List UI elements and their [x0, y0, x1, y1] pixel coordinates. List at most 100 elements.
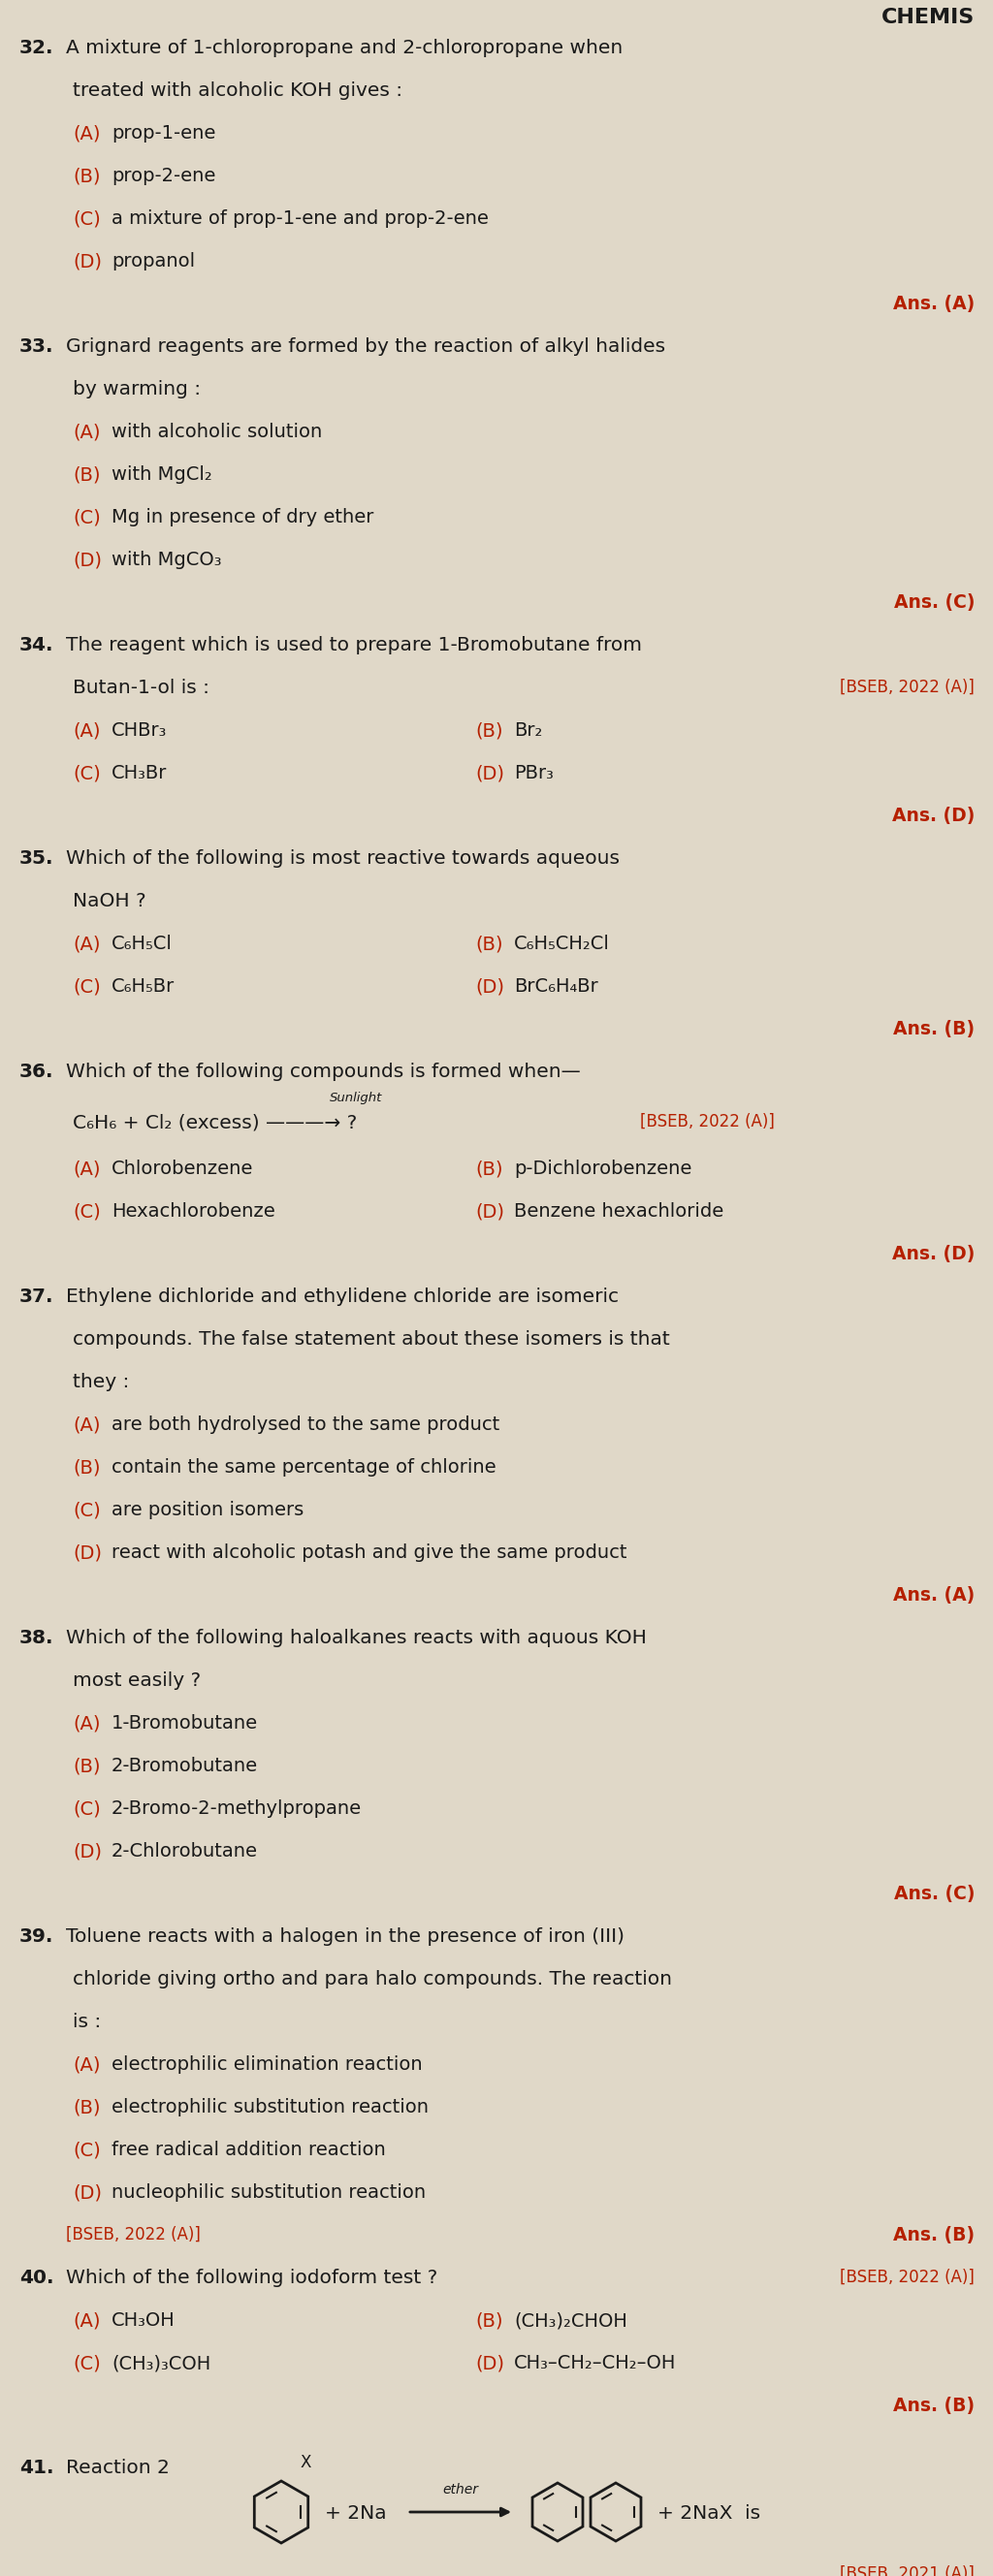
Text: CHBr₃: CHBr₃ [111, 721, 167, 739]
Text: Hexachlorobenze: Hexachlorobenze [111, 1203, 275, 1221]
Text: (A): (A) [72, 422, 100, 440]
Text: (D): (D) [476, 976, 504, 997]
Text: Ans. (C): Ans. (C) [894, 1886, 974, 1904]
Text: (C): (C) [72, 1203, 100, 1221]
Text: are both hydrolysed to the same product: are both hydrolysed to the same product [111, 1414, 499, 1435]
Text: (CH₃)₃COH: (CH₃)₃COH [111, 2354, 211, 2372]
Text: (A): (A) [72, 721, 100, 739]
Text: BrC₆H₄Br: BrC₆H₄Br [514, 976, 598, 997]
Text: (C): (C) [72, 765, 100, 783]
Text: C₆H₅Br: C₆H₅Br [111, 976, 175, 997]
Text: are position isomers: are position isomers [111, 1502, 304, 1520]
Text: A mixture of 1-chloropropane and 2-chloropropane when: A mixture of 1-chloropropane and 2-chlor… [66, 39, 623, 57]
Text: Chlorobenzene: Chlorobenzene [111, 1159, 253, 1177]
Text: (C): (C) [72, 1502, 100, 1520]
Text: 35.: 35. [20, 850, 54, 868]
Text: CH₃Br: CH₃Br [111, 765, 167, 783]
Text: Ans. (A): Ans. (A) [893, 1587, 974, 1605]
Text: Ans. (C): Ans. (C) [894, 592, 974, 611]
Text: (B): (B) [72, 1757, 100, 1775]
Text: Which of the following is most reactive towards aqueous: Which of the following is most reactive … [66, 850, 620, 868]
Text: 37.: 37. [20, 1288, 54, 1306]
Text: 36.: 36. [20, 1061, 54, 1082]
Text: [BSEB, 2022 (A)]: [BSEB, 2022 (A)] [640, 1113, 775, 1131]
Text: they :: they : [72, 1373, 129, 1391]
Text: (A): (A) [72, 2056, 100, 2074]
Text: (A): (A) [72, 1713, 100, 1734]
Text: prop-1-ene: prop-1-ene [111, 124, 215, 142]
Text: Which of the following haloalkanes reacts with aquous KOH: Which of the following haloalkanes react… [66, 1628, 646, 1646]
Text: Ethylene dichloride and ethylidene chloride are isomeric: Ethylene dichloride and ethylidene chlor… [66, 1288, 619, 1306]
Text: ether: ether [443, 2483, 479, 2496]
Text: CH₃–CH₂–CH₂–OH: CH₃–CH₂–CH₂–OH [514, 2354, 676, 2372]
Text: Butan-1-ol is :: Butan-1-ol is : [72, 677, 210, 698]
Text: nucleophilic substitution reaction: nucleophilic substitution reaction [111, 2184, 426, 2202]
Text: Ans. (B): Ans. (B) [893, 1020, 974, 1038]
Text: a mixture of prop-1-ene and prop-2-ene: a mixture of prop-1-ene and prop-2-ene [111, 209, 489, 227]
Text: Ans. (A): Ans. (A) [893, 294, 974, 314]
Text: C₆H₆ + Cl₂ (excess) ———→ ?: C₆H₆ + Cl₂ (excess) ———→ ? [72, 1113, 357, 1131]
Text: 2-Chlorobutane: 2-Chlorobutane [111, 1842, 258, 1860]
Text: C₆H₅CH₂Cl: C₆H₅CH₂Cl [514, 935, 610, 953]
Text: treated with alcoholic KOH gives :: treated with alcoholic KOH gives : [72, 82, 402, 100]
Text: (D): (D) [476, 2354, 504, 2372]
Text: contain the same percentage of chlorine: contain the same percentage of chlorine [111, 1458, 496, 1476]
Text: (B): (B) [72, 1458, 100, 1476]
Text: electrophilic elimination reaction: electrophilic elimination reaction [111, 2056, 422, 2074]
Text: prop-2-ene: prop-2-ene [111, 167, 215, 185]
Text: Ans. (B): Ans. (B) [893, 2226, 974, 2244]
Text: (C): (C) [72, 209, 100, 227]
Text: propanol: propanol [111, 252, 195, 270]
Text: CHEMIS: CHEMIS [881, 8, 974, 28]
Text: (B): (B) [476, 935, 502, 953]
Text: most easily ?: most easily ? [72, 1672, 201, 1690]
Text: 33.: 33. [20, 337, 54, 355]
Text: (B): (B) [476, 2311, 502, 2329]
Text: Benzene hexachloride: Benzene hexachloride [514, 1203, 724, 1221]
Text: (C): (C) [72, 507, 100, 526]
Text: Ans. (D): Ans. (D) [892, 806, 974, 824]
Text: 41.: 41. [20, 2458, 54, 2478]
Text: with alcoholic solution: with alcoholic solution [111, 422, 322, 440]
Text: + 2Na: + 2Na [325, 2504, 386, 2522]
Text: (D): (D) [72, 551, 102, 569]
Text: Ans. (D): Ans. (D) [892, 1244, 974, 1262]
Text: chloride giving ortho and para halo compounds. The reaction: chloride giving ortho and para halo comp… [72, 1971, 672, 1989]
Text: CH₃OH: CH₃OH [111, 2311, 176, 2329]
Text: (CH₃)₂CHOH: (CH₃)₂CHOH [514, 2311, 628, 2329]
Text: (A): (A) [72, 2311, 100, 2329]
Text: (D): (D) [72, 1842, 102, 1860]
Text: with MgCO₃: with MgCO₃ [111, 551, 221, 569]
Text: Toluene reacts with a halogen in the presence of iron (III): Toluene reacts with a halogen in the pre… [66, 1927, 625, 1945]
Text: [BSEB, 2022 (A)]: [BSEB, 2022 (A)] [840, 2269, 974, 2285]
Text: Br₂: Br₂ [514, 721, 542, 739]
Text: free radical addition reaction: free radical addition reaction [111, 2141, 385, 2159]
Text: 2-Bromobutane: 2-Bromobutane [111, 1757, 258, 1775]
Text: (C): (C) [72, 976, 100, 997]
Text: (B): (B) [72, 2097, 100, 2117]
Text: 32.: 32. [20, 39, 54, 57]
Text: (A): (A) [72, 124, 100, 142]
Text: 39.: 39. [20, 1927, 54, 1945]
Text: (D): (D) [476, 1203, 504, 1221]
Text: + 2NaX  is: + 2NaX is [657, 2504, 761, 2522]
Text: (D): (D) [72, 2184, 102, 2202]
Text: The reagent which is used to prepare 1-Bromobutane from: The reagent which is used to prepare 1-B… [66, 636, 641, 654]
Text: [BSEB, 2022 (A)]: [BSEB, 2022 (A)] [66, 2226, 201, 2244]
Text: (C): (C) [72, 1801, 100, 1819]
Text: [BSEB, 2021 (A)]: [BSEB, 2021 (A)] [840, 2566, 974, 2576]
Text: compounds. The false statement about these isomers is that: compounds. The false statement about the… [72, 1329, 670, 1350]
Text: PBr₃: PBr₃ [514, 765, 553, 783]
Text: (C): (C) [72, 2354, 100, 2372]
Text: (B): (B) [72, 466, 100, 484]
Text: Sunlight: Sunlight [330, 1092, 382, 1105]
Text: (D): (D) [72, 1543, 102, 1561]
Text: (D): (D) [476, 765, 504, 783]
Text: (B): (B) [476, 721, 502, 739]
Text: 2-Bromo-2-methylpropane: 2-Bromo-2-methylpropane [111, 1801, 361, 1819]
Text: NaOH ?: NaOH ? [72, 891, 146, 909]
Text: Grignard reagents are formed by the reaction of alkyl halides: Grignard reagents are formed by the reac… [66, 337, 665, 355]
Text: 1-Bromobutane: 1-Bromobutane [111, 1713, 258, 1734]
Text: p-Dichlorobenzene: p-Dichlorobenzene [514, 1159, 692, 1177]
Text: (A): (A) [72, 1159, 100, 1177]
